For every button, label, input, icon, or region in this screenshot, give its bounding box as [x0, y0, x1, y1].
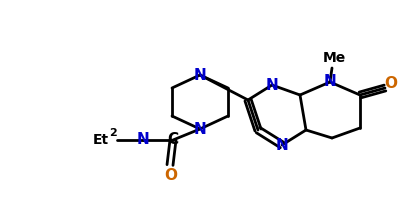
Text: O: O: [384, 76, 397, 91]
Text: N: N: [276, 137, 289, 152]
Text: N: N: [193, 67, 206, 82]
Text: N: N: [266, 78, 279, 93]
Text: Me: Me: [322, 51, 346, 65]
Text: Et: Et: [93, 133, 109, 147]
Text: O: O: [164, 168, 178, 183]
Text: N: N: [137, 133, 149, 147]
Text: N: N: [193, 122, 206, 137]
Text: N: N: [324, 74, 337, 90]
Text: C: C: [168, 133, 178, 147]
Text: 2: 2: [109, 128, 117, 138]
